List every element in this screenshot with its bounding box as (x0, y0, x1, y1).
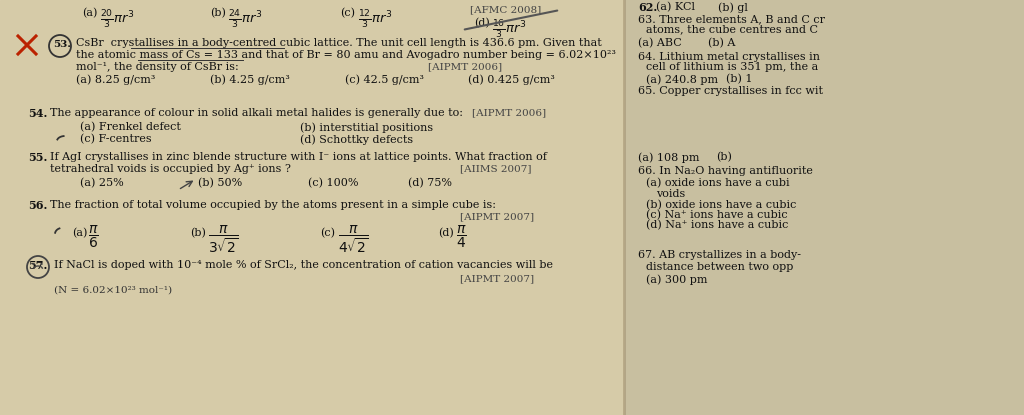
Text: (c): (c) (340, 8, 355, 18)
Text: distance between two opp: distance between two opp (646, 262, 794, 272)
Text: 64. Lithium metal crystallises in: 64. Lithium metal crystallises in (638, 52, 820, 62)
Text: (c) 42.5 g/cm³: (c) 42.5 g/cm³ (345, 74, 424, 85)
Text: (c) F-centres: (c) F-centres (80, 134, 152, 144)
Text: (a) ABC: (a) ABC (638, 38, 682, 48)
Text: If NaCl is doped with 10⁻⁴ mole % of SrCl₂, the concentration of cation vacancie: If NaCl is doped with 10⁻⁴ mole % of SrC… (54, 260, 553, 270)
Text: (a) KCl: (a) KCl (656, 2, 695, 12)
Text: 53.: 53. (53, 40, 71, 49)
Text: (b) 1: (b) 1 (726, 74, 753, 84)
Text: 66. In Na₂O having antifluorite: 66. In Na₂O having antifluorite (638, 166, 813, 176)
Text: [AIIMS 2007]: [AIIMS 2007] (460, 164, 531, 173)
Text: atoms, the cube centres and C: atoms, the cube centres and C (646, 24, 818, 34)
Text: (b) interstitial positions: (b) interstitial positions (300, 122, 433, 132)
Text: (b) 4.25 g/cm³: (b) 4.25 g/cm³ (210, 74, 290, 85)
Text: $\frac{12}{3}\pi r^3$: $\frac{12}{3}\pi r^3$ (358, 9, 393, 31)
Bar (0, 0, 625, 415)
Text: $\dfrac{\pi}{4\sqrt{2}}$: $\dfrac{\pi}{4\sqrt{2}}$ (338, 224, 369, 255)
Text: cell of lithium is 351 pm, the a: cell of lithium is 351 pm, the a (646, 62, 818, 72)
Text: The appearance of colour in solid alkali metal halides is generally due to:: The appearance of colour in solid alkali… (50, 108, 463, 118)
Text: (d) Na⁺ ions have a cubic: (d) Na⁺ ions have a cubic (646, 220, 788, 230)
Text: (b) 50%: (b) 50% (198, 178, 243, 188)
Text: $\frac{24}{3}\pi r^3$: $\frac{24}{3}\pi r^3$ (228, 9, 263, 31)
Text: 65. Copper crystallises in fcc wit: 65. Copper crystallises in fcc wit (638, 86, 823, 96)
Text: (a) 300 pm: (a) 300 pm (646, 274, 708, 285)
Text: (a) 8.25 g/cm³: (a) 8.25 g/cm³ (76, 74, 156, 85)
Text: (a) Frenkel defect: (a) Frenkel defect (80, 122, 181, 132)
Text: 57.: 57. (28, 260, 47, 271)
Text: (b): (b) (190, 228, 206, 238)
Text: 54.: 54. (28, 108, 47, 119)
Text: 63. Three elements A, B and C cr: 63. Three elements A, B and C cr (638, 14, 825, 24)
Text: the atomic mass of Cs = 133 and that of Br = 80 amu and Avogadro number being = : the atomic mass of Cs = 133 and that of … (76, 50, 616, 60)
Text: (b) oxide ions have a cubic: (b) oxide ions have a cubic (646, 200, 797, 210)
Text: (b) A: (b) A (708, 38, 735, 48)
Text: [AIPMT 2007]: [AIPMT 2007] (460, 274, 535, 283)
Text: 56.: 56. (28, 200, 47, 211)
Text: (c) 100%: (c) 100% (308, 178, 358, 188)
Text: [AIPMT 2006]: [AIPMT 2006] (428, 62, 502, 71)
Text: tetrahedral voids is occupied by Ag⁺ ions ?: tetrahedral voids is occupied by Ag⁺ ion… (50, 164, 291, 174)
Text: (c) Na⁺ ions have a cubic: (c) Na⁺ ions have a cubic (646, 210, 787, 220)
Text: (b): (b) (210, 8, 226, 18)
Text: 67. AB crystallizes in a body-: 67. AB crystallizes in a body- (638, 250, 801, 260)
Text: [AIPMT 2007]: [AIPMT 2007] (460, 212, 535, 221)
Text: $\frac{16}{3}\pi r^3$: $\frac{16}{3}\pi r^3$ (492, 19, 526, 41)
Text: (b) gl: (b) gl (718, 2, 748, 12)
Text: $\dfrac{\pi}{6}$: $\dfrac{\pi}{6}$ (88, 224, 99, 250)
Text: If AgI crystallises in zinc blende structure with I⁻ ions at lattice points. Wha: If AgI crystallises in zinc blende struc… (50, 152, 547, 162)
Text: CsBr  crystallises in a body-centred cubic lattice. The unit cell length is 436.: CsBr crystallises in a body-centred cubi… (76, 38, 602, 48)
Text: (a) 108 pm: (a) 108 pm (638, 152, 699, 163)
Text: voids: voids (656, 189, 685, 199)
Bar (625, 0, 1024, 415)
Text: (d): (d) (474, 18, 489, 28)
Text: [AIPMT 2006]: [AIPMT 2006] (472, 108, 546, 117)
Text: (d): (d) (438, 228, 454, 238)
Text: $\frac{20}{3}\pi r^3$: $\frac{20}{3}\pi r^3$ (100, 9, 135, 31)
Text: (d) Schottky defects: (d) Schottky defects (300, 134, 413, 144)
Text: 55.: 55. (28, 152, 47, 163)
Text: $\dfrac{\pi}{4}$: $\dfrac{\pi}{4}$ (456, 224, 467, 250)
Text: (a) 25%: (a) 25% (80, 178, 124, 188)
Text: The fraction of total volume occupied by the atoms present in a simple cube is:: The fraction of total volume occupied by… (50, 200, 496, 210)
Text: (d) 0.425 g/cm³: (d) 0.425 g/cm³ (468, 74, 555, 85)
Text: (d) 75%: (d) 75% (408, 178, 452, 188)
Text: (b): (b) (716, 152, 732, 162)
Text: [AFMC 2008]: [AFMC 2008] (470, 5, 542, 14)
Text: (a) 240.8 pm: (a) 240.8 pm (646, 74, 718, 85)
Text: mol⁻¹, the density of CsBr is:: mol⁻¹, the density of CsBr is: (76, 62, 239, 72)
Text: (a): (a) (82, 8, 97, 18)
Text: (a): (a) (72, 228, 87, 238)
Text: $\dfrac{\pi}{3\sqrt{2}}$: $\dfrac{\pi}{3\sqrt{2}}$ (208, 224, 239, 255)
Text: (c): (c) (319, 228, 335, 238)
Text: (a) oxide ions have a cubi: (a) oxide ions have a cubi (646, 178, 790, 188)
Text: 62.: 62. (638, 2, 657, 13)
Text: (N = 6.02×10²³ mol⁻¹): (N = 6.02×10²³ mol⁻¹) (54, 286, 172, 295)
